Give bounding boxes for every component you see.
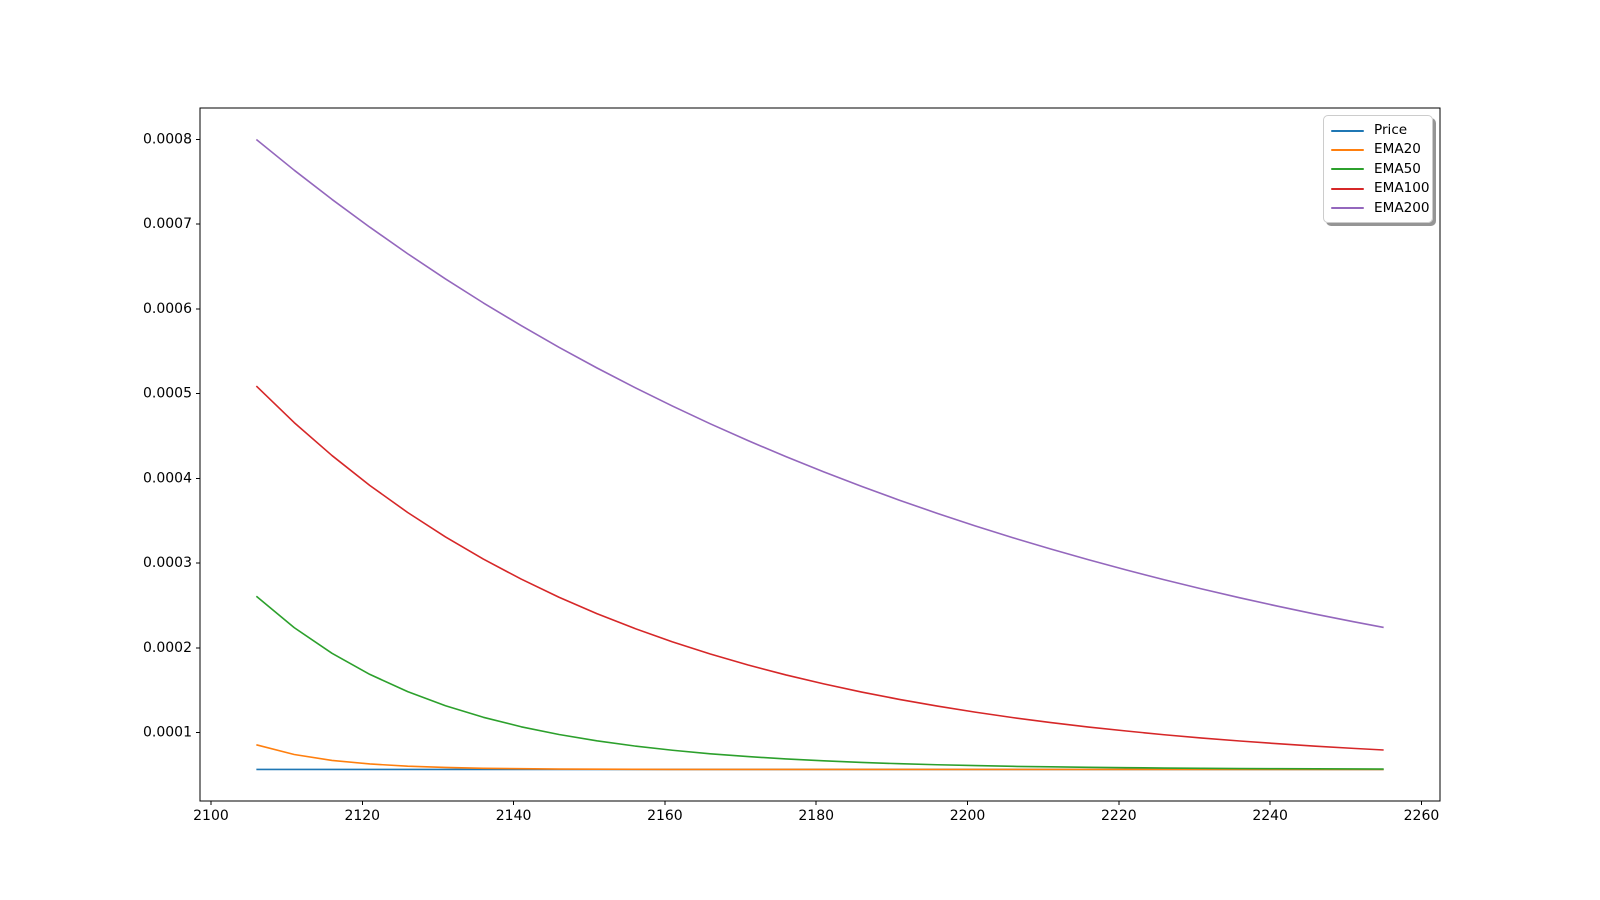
x-tick-label: 2240 [1252, 808, 1288, 824]
y-tick-label: 0.0008 [143, 132, 192, 148]
series-line-ema200 [255, 138, 1384, 629]
x-tick-label: 2200 [950, 808, 986, 824]
y-tick-label: 0.0006 [143, 301, 192, 317]
series-line-ema20 [256, 744, 1384, 771]
legend-entry-ema20: EMA20 [1324, 140, 1432, 159]
series-line-ema50 [255, 595, 1384, 770]
legend-line-swatch-ema200 [1331, 207, 1364, 210]
legend-entry-ema50: EMA50 [1324, 160, 1432, 179]
legend: Price EMA20 EMA50 EMA100 EMA200 [1323, 115, 1433, 223]
legend-entry-price: Price [1324, 121, 1432, 140]
x-tick-label: 2120 [344, 808, 380, 824]
x-tick-label: 2100 [193, 808, 229, 824]
legend-line-swatch-ema20 [1331, 149, 1364, 152]
legend-line-swatch-price [1331, 129, 1364, 132]
x-tick-label: 2140 [496, 808, 532, 824]
y-tick-label: 0.0001 [143, 725, 192, 741]
legend-entry-ema200: EMA200 [1324, 199, 1432, 218]
legend-line-swatch-ema50 [1331, 168, 1364, 171]
plot-area [199, 107, 1441, 802]
y-tick-label: 0.0005 [143, 386, 192, 402]
legend-label: EMA50 [1374, 160, 1421, 177]
legend-label: Price [1374, 122, 1408, 138]
x-tick-label: 2180 [798, 808, 834, 824]
y-tick-label: 0.0007 [143, 216, 192, 232]
legend-label: EMA200 [1374, 199, 1430, 216]
legend-label: EMA20 [1374, 141, 1421, 158]
x-tick-label: 2160 [647, 808, 683, 824]
y-tick-label: 0.0002 [143, 640, 192, 656]
legend-line-swatch-ema100 [1331, 187, 1364, 190]
x-tick-label: 2220 [1101, 808, 1137, 824]
series-line-ema100 [255, 385, 1384, 751]
legend-label: EMA100 [1374, 180, 1430, 197]
y-tick-label: 0.0003 [143, 555, 192, 571]
legend-entry-ema100: EMA100 [1324, 179, 1432, 198]
x-tick-label: 2260 [1404, 808, 1440, 824]
y-tick-label: 0.0004 [143, 470, 192, 486]
